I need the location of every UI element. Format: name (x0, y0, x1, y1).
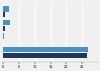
Bar (3, 20, 10, 25)
Bar (3, 33, 4, 39)
Bar (3, 53, 87, 58)
Bar (3, 47, 88, 52)
Bar (3, 25, 5, 31)
Bar (3, 12, 5, 17)
Bar (3, 6, 9, 12)
